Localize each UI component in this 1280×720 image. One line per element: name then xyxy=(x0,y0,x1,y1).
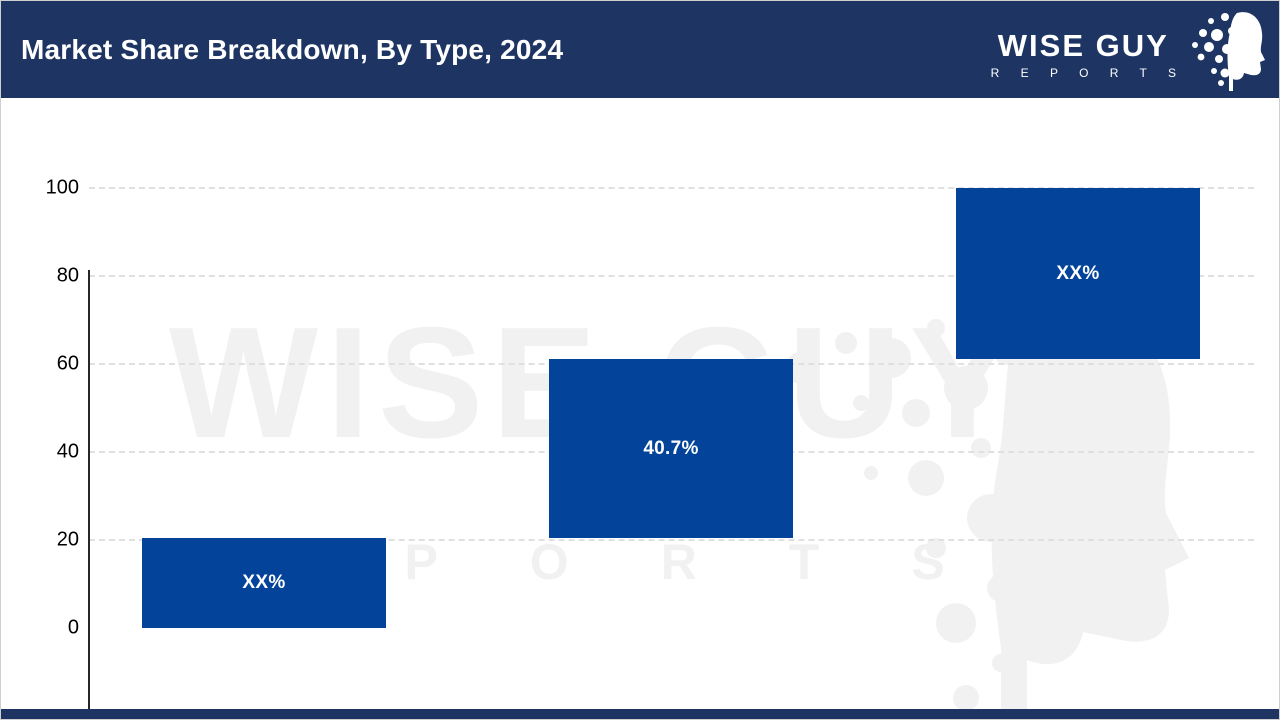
brand-logo-text: WISE GUY R E P O R T S xyxy=(982,28,1185,80)
bar-cationic-resins: 40.7% xyxy=(549,359,793,539)
brand-logo-subtext: R E P O R T S xyxy=(990,66,1185,80)
gridline xyxy=(89,275,1254,277)
bar-value-label: XX% xyxy=(242,572,286,594)
bar-benzyl-amine: XX% xyxy=(142,538,386,628)
y-axis-line xyxy=(88,270,90,719)
bar-amino-rosin: XX% xyxy=(956,188,1200,360)
y-tick-label: 0 xyxy=(67,616,79,639)
y-tick-label: 100 xyxy=(45,176,79,199)
gridline xyxy=(89,539,1254,541)
bar-value-label: XX% xyxy=(1056,262,1100,284)
header-bar: Market Share Breakdown, By Type, 2024 WI… xyxy=(1,1,1279,98)
brand-logo-wordmark: WISE GUY xyxy=(997,28,1169,63)
chart-title: Market Share Breakdown, By Type, 2024 xyxy=(21,33,564,65)
bar-value-label: 40.7% xyxy=(643,437,699,459)
gridline xyxy=(89,187,1254,189)
brand-logo: WISE GUY R E P O R T S xyxy=(982,7,1265,91)
y-tick-label: 80 xyxy=(56,264,79,287)
y-tick-label: 20 xyxy=(56,528,79,551)
y-tick-label: 40 xyxy=(56,440,79,463)
footer-bar xyxy=(1,709,1279,719)
y-tick-label: 60 xyxy=(56,352,79,375)
brand-face-dots-icon xyxy=(1192,12,1265,91)
